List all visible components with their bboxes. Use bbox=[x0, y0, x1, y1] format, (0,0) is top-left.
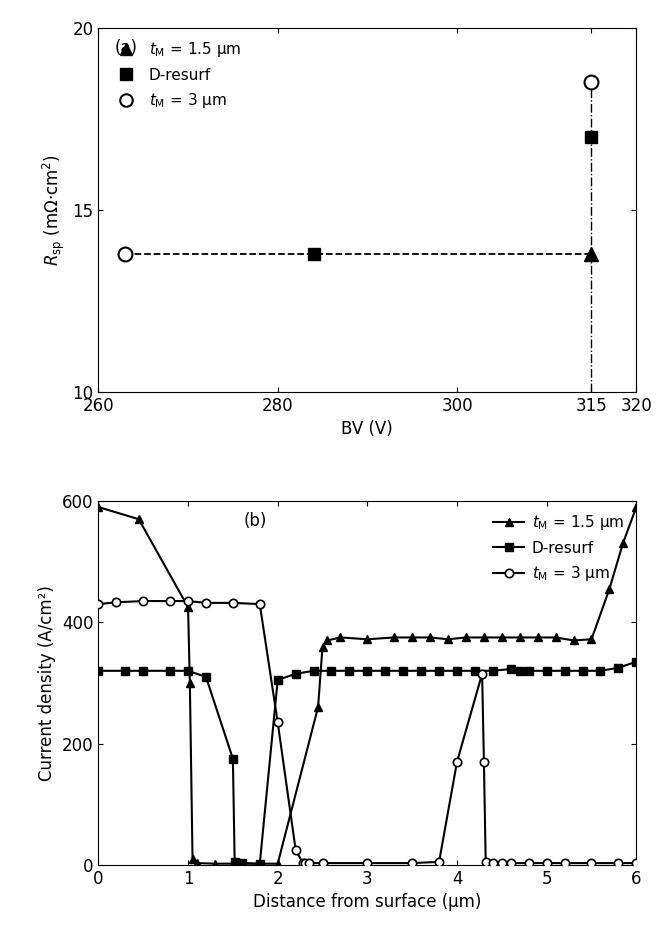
Legend: $t_\mathrm{M}$ = 1.5 μm, D-resurf, $t_\mathrm{M}$ = 3 μm: $t_\mathrm{M}$ = 1.5 μm, D-resurf, $t_\m… bbox=[106, 35, 246, 114]
Y-axis label: Current density (A/cm²): Current density (A/cm²) bbox=[38, 585, 56, 781]
X-axis label: Distance from surface (μm): Distance from surface (μm) bbox=[253, 894, 482, 911]
Text: (a): (a) bbox=[115, 39, 138, 57]
Y-axis label: $R_\mathrm{sp}$ (m$\Omega$$\cdot$cm$^2$): $R_\mathrm{sp}$ (m$\Omega$$\cdot$cm$^2$) bbox=[41, 153, 67, 266]
Legend: $t_\mathrm{M}$ = 1.5 μm, D-resurf, $t_\mathrm{M}$ = 3 μm: $t_\mathrm{M}$ = 1.5 μm, D-resurf, $t_\m… bbox=[489, 509, 628, 588]
X-axis label: BV (V): BV (V) bbox=[342, 420, 393, 438]
Text: (b): (b) bbox=[243, 512, 267, 530]
